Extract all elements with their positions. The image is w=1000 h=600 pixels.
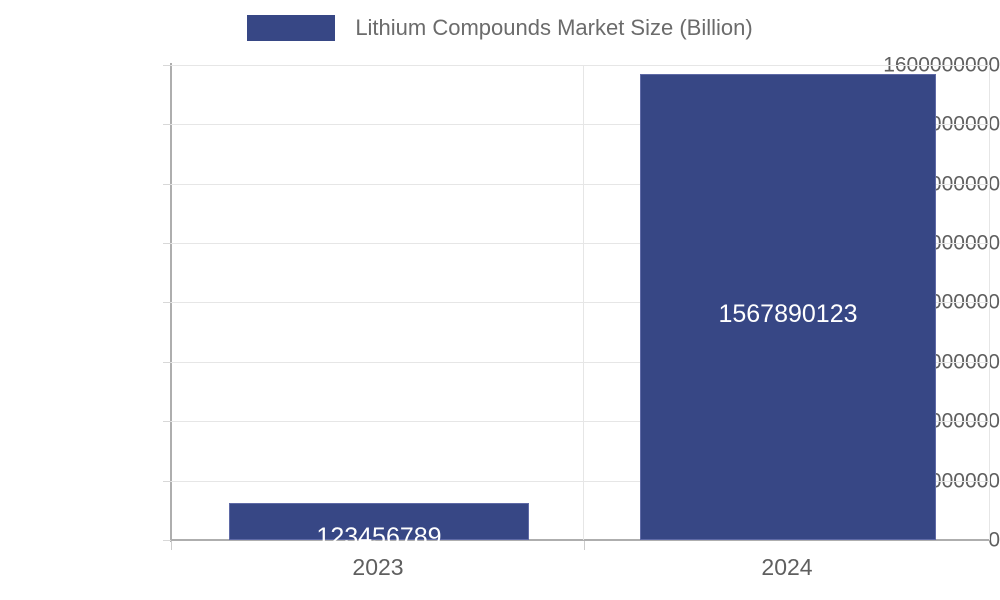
- gridline: [171, 421, 990, 422]
- x-tick-mark: [171, 540, 172, 550]
- gridline: [171, 65, 990, 66]
- y-tick-mark: [163, 65, 171, 66]
- plot-area: 123456789 1567890123: [171, 65, 990, 550]
- gridline: [171, 302, 990, 303]
- gridline: [171, 243, 990, 244]
- gridline: [171, 481, 990, 482]
- legend-item-label: Lithium Compounds Market Size (Billion): [355, 15, 753, 40]
- category-divider-gridline: [583, 65, 584, 540]
- bar-2023[interactable]: 123456789: [229, 503, 529, 550]
- legend-item-lithium-compounds-market-size[interactable]: Lithium Compounds Market Size (Billion): [247, 15, 753, 41]
- y-tick-mark: [163, 362, 171, 363]
- gridline: [171, 124, 990, 125]
- y-tick-mark: [163, 481, 171, 482]
- y-tick-mark: [163, 540, 171, 541]
- y-tick-mark: [163, 184, 171, 185]
- gridline: [171, 184, 990, 185]
- x-tick-mark: [584, 540, 585, 550]
- legend-color-swatch-icon: [247, 15, 336, 41]
- plot-right-border: [989, 65, 990, 540]
- bar-2024[interactable]: 1567890123: [640, 74, 936, 540]
- y-tick-mark: [163, 124, 171, 125]
- x-axis-baseline: [171, 539, 990, 541]
- bar-value-label-2024: 1567890123: [718, 300, 858, 328]
- x-tick-label-2024: 2024: [761, 554, 813, 580]
- chart-legend: Lithium Compounds Market Size (Billion): [0, 0, 1000, 56]
- y-tick-mark: [163, 243, 171, 244]
- y-tick-mark: [163, 302, 171, 303]
- y-tick-label: 0: [988, 528, 1000, 552]
- gridline: [171, 362, 990, 363]
- x-tick-label-2023: 2023: [352, 554, 404, 580]
- y-tick-mark: [163, 421, 171, 422]
- bar-value-label-2023: 123456789: [316, 523, 442, 551]
